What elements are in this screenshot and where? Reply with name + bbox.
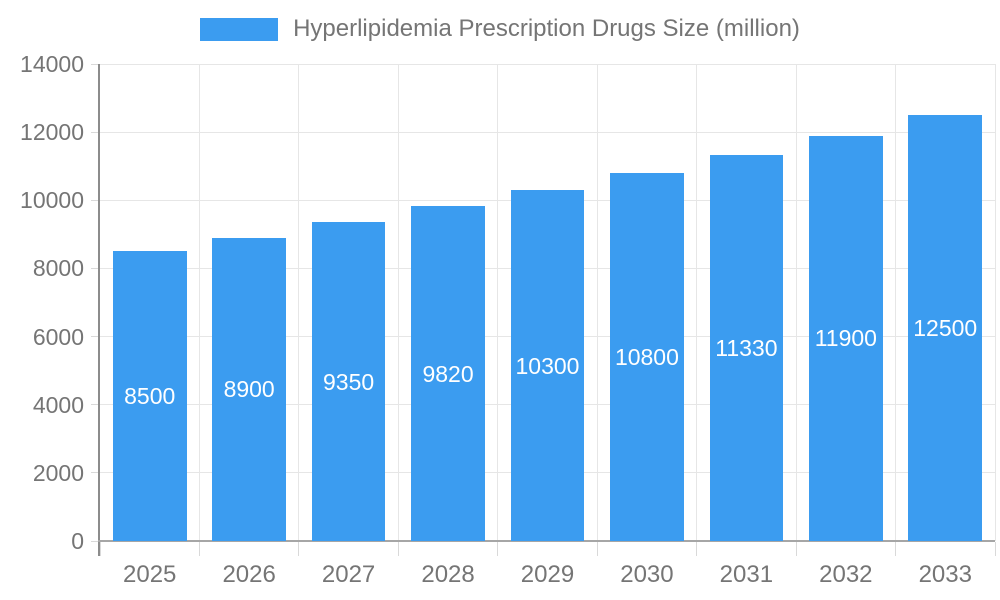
x-axis-tick-label: 2028	[421, 561, 475, 588]
gridline-horizontal	[100, 63, 995, 65]
x-axis-tick-label: 2029	[520, 561, 575, 588]
x-axis-tick-label: 2025	[123, 561, 177, 588]
x-axis-tick-label: 2030	[620, 561, 674, 588]
gridline-vertical	[994, 64, 996, 541]
y-axis-tick	[91, 404, 99, 406]
bar[interactable]	[809, 135, 883, 541]
bar[interactable]	[112, 251, 187, 541]
y-axis-tick-label: 8000	[32, 255, 84, 282]
x-axis-tick	[99, 542, 101, 556]
legend-swatch	[200, 17, 279, 41]
legend-label: Hyperlipidemia Prescription Drugs Size (…	[293, 15, 800, 42]
y-axis-tick-label: 0	[71, 528, 84, 554]
y-axis-tick	[91, 472, 99, 474]
y-axis-tick	[91, 63, 99, 65]
y-axis-tick	[91, 336, 99, 338]
y-axis-tick	[91, 540, 99, 542]
gridline-vertical	[795, 64, 797, 541]
x-axis-tick	[298, 542, 300, 556]
bar[interactable]	[510, 190, 585, 541]
bar[interactable]	[709, 154, 784, 541]
x-axis-tick	[696, 542, 698, 556]
y-axis-tick-label: 12000	[20, 119, 84, 146]
x-axis-tick-label: 2033	[918, 561, 972, 588]
bar[interactable]	[908, 115, 983, 541]
gridline-horizontal	[100, 131, 995, 133]
bar[interactable]	[610, 173, 684, 541]
x-axis-tick-label: 2026	[222, 561, 276, 588]
x-axis-tick	[596, 542, 598, 556]
y-axis-tick-label: 14000	[20, 51, 84, 77]
y-axis-tick-label: 4000	[32, 391, 84, 418]
x-axis-tick-label: 2027	[321, 561, 376, 588]
gridline-vertical	[895, 64, 897, 541]
bar[interactable]	[411, 206, 485, 541]
y-axis-tick	[91, 267, 99, 269]
bar[interactable]	[311, 222, 386, 541]
x-axis-line	[98, 540, 995, 542]
x-axis-tick	[497, 542, 499, 556]
y-axis-tick-label: 2000	[32, 459, 84, 486]
gridline-vertical	[198, 64, 200, 541]
bar[interactable]	[212, 237, 286, 541]
gridline-vertical	[596, 64, 598, 541]
gridline-vertical	[397, 64, 399, 541]
gridline-vertical	[298, 64, 300, 541]
x-axis-tick-label: 2031	[719, 561, 774, 588]
x-axis-tick	[795, 542, 797, 556]
chart-legend: Hyperlipidemia Prescription Drugs Size (…	[0, 14, 1000, 44]
y-axis-tick-label: 10000	[20, 187, 84, 214]
x-axis-tick	[198, 542, 200, 556]
y-axis-tick-label: 6000	[32, 323, 84, 350]
x-axis-tick	[994, 542, 996, 556]
y-axis-line	[98, 64, 100, 556]
y-axis-tick	[91, 131, 99, 133]
x-axis-tick	[397, 542, 399, 556]
gridline-vertical	[696, 64, 698, 541]
x-axis-tick	[895, 542, 897, 556]
gridline-vertical	[497, 64, 499, 541]
x-axis-tick-label: 2032	[819, 561, 873, 588]
y-axis-tick	[91, 199, 99, 201]
